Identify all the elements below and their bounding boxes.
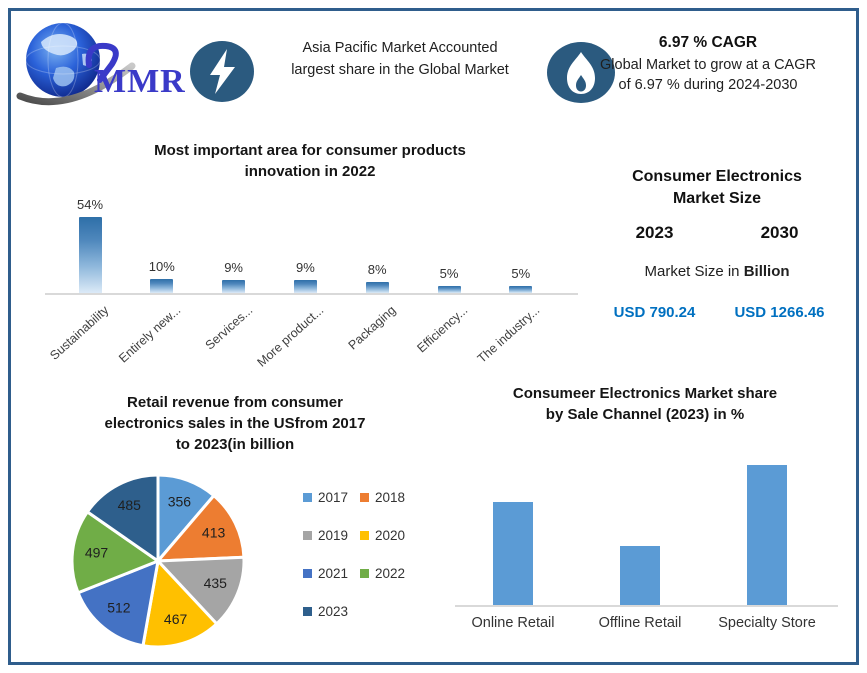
bar-value-label-packaging: 8% (367, 262, 387, 277)
bar-offline-retail (620, 546, 660, 605)
pie-plot: 356 413 435 467 512 497 485 (70, 473, 246, 649)
legend-label-2023: 2023 (318, 603, 349, 619)
market-size-value-2023: USD 790.24 (613, 303, 696, 321)
lightning-badge (190, 41, 254, 102)
legend-item-2022: 2022 (360, 554, 417, 592)
cagr-text: Global Market to grow at a CAGR of 6.97 … (600, 57, 816, 93)
market-size-value-2030: USD 1266.46 (734, 303, 825, 321)
bar-specialty-store (747, 465, 787, 605)
pie-legend: 2017 2018 2019 2020 2021 2022 2023 (303, 478, 417, 630)
legend-swatch-2017 (303, 492, 312, 502)
bar-entirely-new (150, 279, 174, 293)
sale-channel-x-axis (455, 605, 838, 607)
pie-value-label-2020: 467 (164, 611, 188, 627)
sale-channel-bar-chart: Consumeer Electronics Market share by Sal… (440, 383, 850, 648)
pie-title-line-3: to 2023(in billion (175, 436, 295, 453)
pie-slice-2018 (156, 494, 246, 563)
market-size-years: 2023 2030 (592, 223, 842, 243)
legend-item-2023: 2023 (303, 592, 360, 630)
pie-value-label-2023: 485 (118, 497, 142, 513)
pie-value-label-2017: 356 (168, 494, 192, 510)
market-size-panel: Consumer Electronics Market Size 2023 20… (592, 166, 842, 321)
legend-label-2020: 2020 (375, 527, 406, 543)
bar-services (222, 280, 246, 293)
innovation-title-line-2: innovation in 2022 (244, 163, 376, 180)
retail-revenue-pie-chart: Retail revenue from consumer electronics … (50, 392, 450, 662)
bar-sustainability (78, 217, 102, 293)
bar-value-label-sustainability: 54% (76, 197, 104, 212)
innovation-chart-plot: 54% Sustainability 10% Entirely new... 9% Ser… (40, 138, 580, 373)
legend-item-2019: 2019 (303, 516, 360, 554)
logo-blue-swoosh (85, 42, 119, 83)
bar-value-label-services: 9% (224, 260, 243, 275)
market-size-caption: Market Size in Billion (644, 262, 790, 280)
bar-value-label-entirely-new: 10% (148, 259, 175, 274)
pie-value-label-2019: 435 (204, 575, 228, 591)
category-label-specialty-store: Specialty Store (718, 615, 816, 631)
sale-channel-chart-title: Consumeer Electronics Market share by Sal… (455, 383, 835, 425)
bar-value-label-more-product: 9% (295, 260, 315, 275)
flame-icon (567, 52, 595, 94)
pie-slice-2022 (70, 510, 160, 595)
legend-label-2019: 2019 (318, 527, 349, 543)
cagr-block: 6.97 % CAGR Global Market to grow at a C… (600, 34, 816, 95)
year-2023: 2023 (635, 222, 674, 242)
category-label-offline-retail: Offline Retail (598, 615, 682, 631)
flame-badge (547, 42, 615, 103)
pie-slice-2021 (76, 559, 160, 648)
bar-efficiency (437, 286, 461, 293)
legend-label-2018: 2018 (375, 489, 406, 505)
legend-label-2021: 2021 (318, 565, 349, 581)
sale-channel-title-line-2: by Sale Channel (2023) in % (545, 406, 745, 423)
legend-item-2021: 2021 (303, 554, 360, 592)
pie-value-label-2022: 497 (85, 545, 109, 561)
pie-slice-2019 (156, 555, 246, 626)
bar-packaging (365, 282, 389, 293)
pie-title-line-2: electronics sales in the USfrom 2017 (104, 415, 366, 432)
bar-online-retail (493, 502, 533, 605)
pie-slice-2023 (85, 473, 160, 563)
legend-swatch-2022 (360, 568, 369, 578)
market-size-title: Consumer Electronics Market Size (632, 168, 802, 208)
legend-item-2018: 2018 (360, 478, 417, 516)
bar-value-label-efficiency: 5% (439, 266, 459, 281)
legend-swatch-2019 (303, 530, 312, 540)
logo-swoosh (16, 62, 136, 106)
innovation-x-axis (45, 293, 578, 295)
sale-channel-title-line-1: Consumeer Electronics Market share (512, 385, 778, 402)
legend-label-2022: 2022 (375, 565, 406, 581)
market-size-values: USD 790.24 USD 1266.46 (592, 304, 842, 321)
category-label-online-retail: Online Retail (471, 615, 555, 631)
pie-chart-title: Retail revenue from consumer electronics … (55, 392, 415, 455)
innovation-chart-title: Most important area for consumer product… (80, 140, 540, 182)
globe-icon (25, 22, 101, 98)
pie-value-label-2021: 512 (107, 600, 131, 616)
legend-swatch-2020 (360, 530, 369, 540)
pie-value-label-2018: 413 (202, 525, 226, 541)
legend-swatch-2018 (360, 492, 369, 502)
asia-pacific-highlight-text: Asia Pacific Market Accounted largest sh… (291, 40, 509, 78)
mmr-logo: MMR (16, 22, 186, 106)
bar-more-product (293, 280, 317, 293)
bar-the-industry (509, 286, 533, 293)
innovation-title-line-1: Most important area for consumer product… (154, 142, 466, 159)
pie-slice-2020 (141, 559, 219, 649)
pie-title-line-1: Retail revenue from consumer (127, 394, 343, 411)
legend-label-2017: 2017 (318, 489, 349, 505)
legend-swatch-2021 (303, 568, 312, 578)
year-2030: 2030 (760, 222, 799, 242)
legend-swatch-2023 (303, 606, 312, 616)
cagr-title: 6.97 % CAGR (658, 34, 758, 51)
lightning-icon (210, 49, 235, 94)
bar-value-label-the-industry: 5% (511, 266, 531, 281)
legend-item-2017: 2017 (303, 478, 360, 516)
innovation-bar-chart: Most important area for consumer product… (40, 138, 580, 373)
legend-item-2020: 2020 (360, 516, 417, 554)
logo-text: MMR (94, 63, 186, 100)
